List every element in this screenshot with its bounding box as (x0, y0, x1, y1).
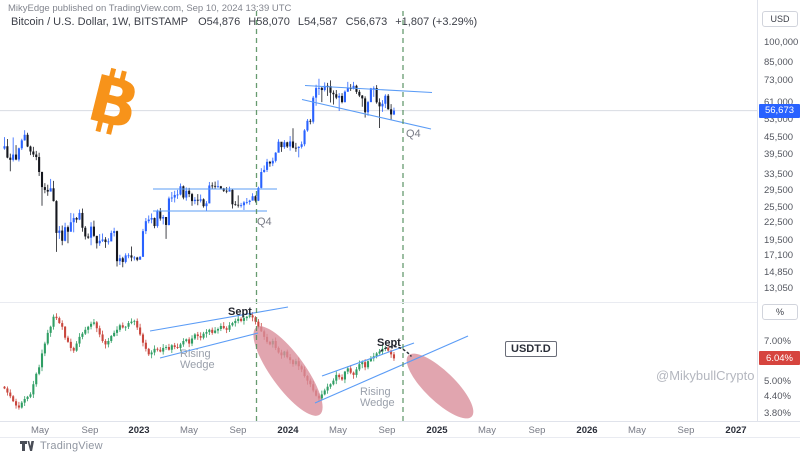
trendline (314, 335, 469, 404)
trendline (321, 342, 415, 377)
sept-label-2023: Sept (228, 306, 252, 318)
pane-separator[interactable] (0, 302, 800, 303)
ohlc-close: C56,673 (345, 16, 388, 28)
currency-unit-button[interactable]: USD (762, 11, 798, 27)
trendline (304, 84, 433, 94)
time-tick-month: May (31, 425, 49, 436)
tradingview-wordmark[interactable]: TradingView (40, 440, 103, 452)
price-tick-label: 85,000 (764, 56, 794, 68)
symbol-legend[interactable]: Bitcoin / U.S. Dollar, 1W, BITSTAMP O54,… (11, 16, 477, 28)
ohlc-low: L54,587 (297, 16, 338, 28)
publish-info: MikyEdge published on TradingView.com, S… (8, 3, 292, 14)
time-tick-month: May (628, 425, 646, 436)
price-tick-label: 19,500 (764, 234, 794, 246)
tradingview-logo-icon[interactable] (20, 440, 34, 452)
author-watermark: @MikybullCrypto (656, 368, 755, 383)
price-tick-label: 45,500 (764, 132, 794, 144)
percent-unit-button[interactable]: % (762, 304, 798, 320)
trendline (159, 332, 259, 359)
ohlc-open: O54,876 (198, 16, 241, 28)
last-price-label: 56,673 (759, 103, 800, 118)
price-tick-label: 100,000 (764, 37, 799, 48)
percent-tick-label: 7.00% (764, 336, 791, 347)
time-tick-month: May (180, 425, 198, 436)
time-tick-month: Sep (528, 425, 546, 436)
time-tick-year: 2027 (725, 425, 747, 436)
rollover-dotted-arc (380, 345, 412, 357)
rising-wedge-label-2: Rising Wedge (360, 386, 395, 409)
time-tick-month: Sep (81, 425, 99, 436)
time-tick-year: 2025 (426, 425, 448, 436)
price-tick-label: 13,050 (764, 283, 794, 295)
price-tick-label: 25,500 (764, 202, 794, 214)
time-tick-year: 2023 (128, 425, 150, 436)
trendline (301, 98, 432, 130)
footer-bar: TradingView (0, 437, 800, 454)
time-tick-year: 2026 (576, 425, 598, 436)
time-tick-month: Sep (378, 425, 396, 436)
price-tick-label: 53,000 (764, 113, 794, 125)
percent-tick-label: 5.00% (764, 375, 791, 387)
price-tick-label: 29,500 (764, 184, 794, 196)
right-price-axis[interactable]: USD 100,000 85,000 73,000 61,000 53,000 45,50… (757, 0, 800, 421)
q4-label-2024: Q4 (406, 128, 421, 140)
symbol-title[interactable]: Bitcoin / U.S. Dollar, 1W, BITSTAMP (11, 16, 189, 28)
price-tick-label: 14,850 (764, 267, 794, 279)
trendline (149, 306, 289, 332)
price-change: +1,807 (+3.29%) (395, 16, 478, 28)
percent-tick-label: 3.80% (764, 407, 791, 419)
last-percent-label: 6.04% (759, 351, 800, 366)
price-tick-label: 61,000 (764, 96, 794, 108)
time-tick-month: Sep (229, 425, 247, 436)
sept-label-2024: Sept (377, 337, 401, 349)
projection-ellipse (253, 326, 323, 416)
price-tick-label: 33,500 (764, 169, 794, 181)
time-tick-month: May (478, 425, 496, 436)
time-tick-year: 2024 (277, 425, 299, 436)
time-tick-month: Sep (677, 425, 695, 436)
bitcoin-logo-icon: B (81, 62, 146, 146)
usdtd-symbol-label: USDT.D (505, 341, 557, 357)
price-tick-label: 17,100 (764, 250, 794, 262)
price-tick-label: 22,500 (764, 217, 794, 229)
projection-ellipse (406, 353, 474, 419)
ohlc-high: H58,070 (248, 16, 290, 28)
q4-label-2023: Q4 (257, 216, 272, 228)
percent-tick-label: 4.40% (764, 390, 791, 402)
rising-wedge-label-1: Rising Wedge (180, 348, 215, 371)
price-tick-label: 39,500 (764, 149, 794, 161)
time-tick-month: May (329, 425, 347, 436)
price-tick-label: 73,000 (764, 75, 794, 87)
time-axis[interactable]: May Sep 2023 May Sep 2024 May Sep 2025 May Sep 2026… (0, 421, 800, 438)
